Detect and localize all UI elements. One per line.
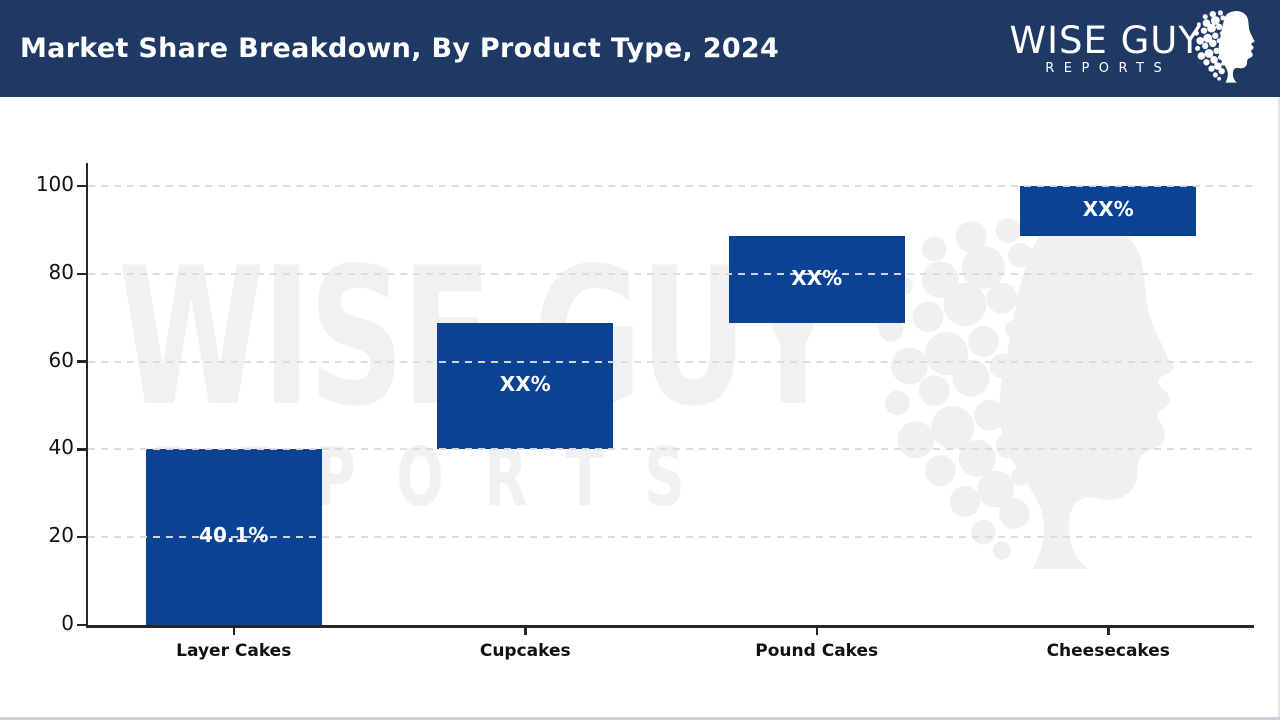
y-tick-label: 0	[61, 611, 74, 635]
y-tick-label: 60	[48, 347, 74, 372]
x-tick-label: Cupcakes	[479, 641, 571, 661]
bar-value-label: XX%	[499, 371, 551, 396]
y-tick-label: 80	[48, 259, 74, 284]
x-tick-mark	[815, 627, 818, 635]
brand-wordmark-line2: REPORTS	[1045, 61, 1172, 76]
bar-value-label: 40.1%	[199, 522, 269, 547]
x-tick-mark	[524, 627, 527, 635]
wiseguy-head-icon	[1193, 9, 1255, 83]
y-tick-label: 100	[35, 172, 74, 196]
x-tick-mark	[232, 627, 235, 635]
y-tick-mark	[77, 623, 86, 627]
y-tick-mark	[77, 272, 86, 276]
y-tick-label: 40	[48, 435, 74, 460]
brand-wordmark-line1: WISE GUY	[1009, 19, 1202, 62]
y-tick-mark	[77, 535, 86, 539]
x-tick-label: Cheesecakes	[1046, 641, 1170, 661]
y-axis-spine	[85, 163, 88, 628]
bar-pound-cakes	[728, 236, 905, 323]
y-tick-label: 20	[48, 523, 74, 548]
x-tick-label: Pound Cakes	[755, 641, 879, 661]
y-tick-mark	[77, 360, 86, 363]
bar-cheesecakes	[1020, 186, 1197, 237]
header-band: Market Share Breakdown, By Product Type,…	[0, 0, 1280, 97]
plot-area: 40.1% Layer Cakes XX% Cupcakes XX% Pound Cake…	[88, 163, 1254, 661]
x-tick-label: Layer Cakes	[176, 641, 292, 661]
x-tick-mark	[1107, 627, 1110, 635]
bar-value-label: XX%	[791, 265, 843, 290]
bar-cupcakes	[437, 322, 614, 449]
y-tick-mark	[77, 184, 86, 188]
gridline-20	[88, 536, 1254, 539]
y-tick-mark	[77, 448, 86, 451]
brand-logo: WISE GUY REPORTS	[1010, 7, 1266, 91]
gridline-60	[88, 360, 1254, 363]
bar-value-label: XX%	[1082, 197, 1134, 222]
brand-wordmark: WISE GUY REPORTS	[1010, 22, 1202, 75]
gridline-40	[88, 448, 1254, 451]
watermark-head-icon	[878, 218, 1174, 570]
gridline-100	[88, 185, 1254, 187]
gridline-80	[88, 272, 1254, 275]
page-title: Market Share Breakdown, By Product Type,…	[20, 33, 780, 64]
x-axis-spine	[85, 625, 1254, 628]
